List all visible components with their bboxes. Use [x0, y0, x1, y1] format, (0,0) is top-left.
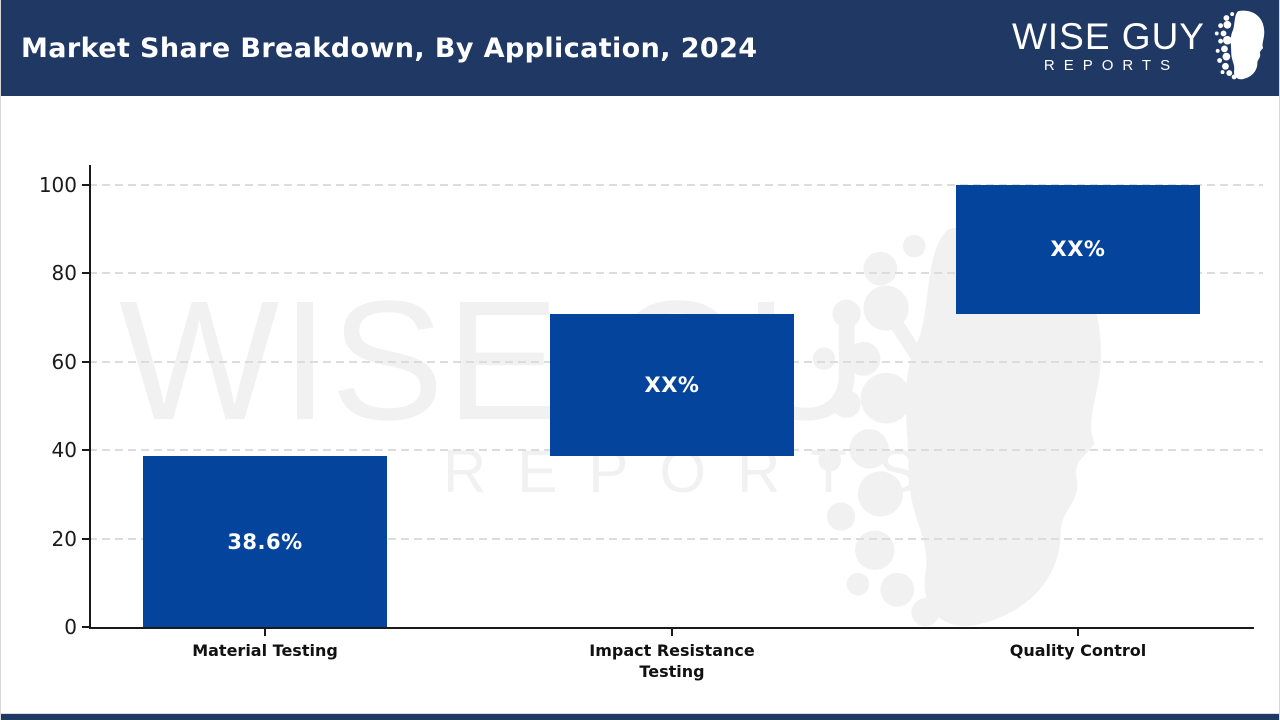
wiseguy-face-icon	[1214, 10, 1265, 80]
x-axis-label: Material Testing	[192, 641, 338, 660]
bar-value-label: 38.6%	[227, 529, 303, 554]
y-tick	[82, 626, 89, 628]
y-tick	[82, 184, 89, 186]
gridline-100	[89, 184, 1263, 186]
header-band: Market Share Breakdown, By Application, …	[1, 0, 1279, 96]
x-tick	[671, 629, 673, 636]
y-tick	[82, 272, 89, 275]
y-tick	[82, 360, 89, 363]
bar-value-label: XX%	[644, 372, 700, 397]
x-tick	[264, 629, 266, 636]
y-tick-label: 0	[64, 615, 77, 639]
gridline-20	[89, 537, 1263, 540]
logo-text-wiseguy: WISE GUY	[1011, 15, 1205, 57]
y-tick	[82, 449, 89, 452]
footer-accent-bar	[1, 714, 1279, 720]
y-tick-label: 60	[51, 349, 77, 374]
logo-text-reports: REPORTS	[1043, 57, 1180, 75]
logo-wordmark: WISE GUY REPORTS	[1011, 15, 1205, 75]
gridline-80	[89, 272, 1263, 275]
y-tick-label: 100	[38, 173, 77, 197]
bar-value-label: XX%	[1050, 237, 1106, 262]
y-tick-label: 20	[51, 526, 77, 551]
x-axis-spine	[89, 627, 1254, 629]
bar-segment: XX%	[956, 185, 1200, 314]
x-axis-label: Quality Control	[1009, 641, 1147, 660]
bar-segment: XX%	[550, 313, 794, 457]
y-tick	[82, 537, 89, 540]
wiseguy-logo: WISE GUY REPORTS	[1012, 8, 1267, 84]
canvas-bottom-border	[1, 713, 1279, 714]
bar-segment: 38.6%	[143, 456, 387, 627]
y-axis-spine	[89, 165, 91, 629]
y-tick-label: 40	[51, 438, 77, 463]
y-tick-label: 80	[51, 261, 77, 286]
x-tick	[1077, 629, 1079, 636]
page-title: Market Share Breakdown, By Application, …	[21, 32, 758, 64]
x-axis-label: Impact Resistance Testing	[589, 641, 755, 681]
